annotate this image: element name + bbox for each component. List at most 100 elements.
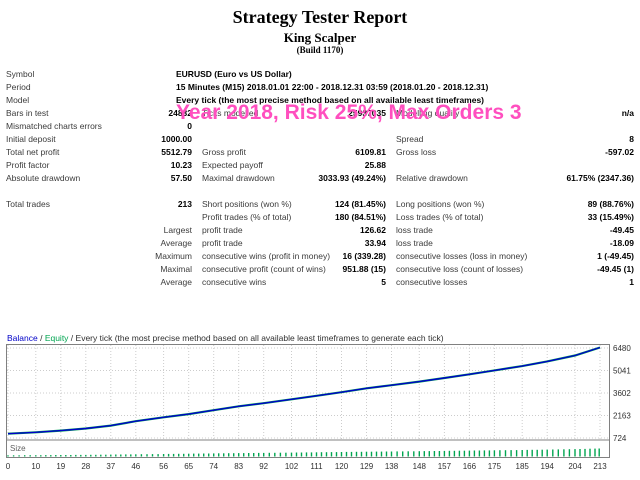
size-bar xyxy=(18,455,20,457)
size-bar xyxy=(65,455,67,457)
size-bar xyxy=(443,450,446,457)
balance-chart-svg: 6480 5041 3602 2163 724 0 10 19 28 37 46 56 65 74 83 92… xyxy=(6,344,631,471)
size-bar xyxy=(125,454,127,457)
report-row: Maximum consecutive wins (profit in money… xyxy=(6,250,634,263)
report-label: consecutive wins xyxy=(202,277,267,287)
x-axis-label: 19 xyxy=(56,462,65,471)
report-row: Initial deposit 1000.00 Spread 8 xyxy=(6,133,634,146)
report-value: 126.62 xyxy=(360,225,386,235)
y-axis-label: 5041 xyxy=(613,367,631,376)
report-label: loss trade xyxy=(396,225,433,235)
report-value: 57.50 xyxy=(170,173,192,183)
plot-border xyxy=(6,344,610,441)
x-axis-label: 102 xyxy=(285,462,299,471)
size-bar xyxy=(183,453,185,457)
size-bar xyxy=(258,452,260,457)
size-bar xyxy=(473,450,476,457)
report-label: Absolute drawdown xyxy=(6,173,81,183)
size-bar xyxy=(468,450,471,457)
report-value: -597.02 xyxy=(605,147,635,157)
size-bar xyxy=(402,451,404,457)
x-axis-label: 157 xyxy=(438,462,452,471)
report-label: Largest xyxy=(163,225,192,235)
size-bar xyxy=(423,451,425,457)
size-bar xyxy=(95,454,97,457)
report-value: 6109.81 xyxy=(355,147,386,157)
size-bar xyxy=(552,449,554,457)
size-bar xyxy=(448,450,451,457)
size-bar xyxy=(188,453,190,457)
size-bar xyxy=(120,454,122,457)
size-bar xyxy=(253,453,255,457)
report-value: 951.88 (15) xyxy=(342,264,386,274)
size-bar xyxy=(390,451,393,457)
size-bar xyxy=(350,451,353,457)
report-row: Profit factor 10.23 Expected payoff 25.88 xyxy=(6,159,634,172)
y-axis-label: 2163 xyxy=(613,412,631,421)
size-bar xyxy=(274,452,276,457)
size-bar xyxy=(375,451,378,457)
report-label xyxy=(6,211,146,224)
x-axis-label: 204 xyxy=(568,462,582,471)
report-value: 10.23 xyxy=(170,160,192,170)
report-value: 33.94 xyxy=(364,238,386,248)
size-bar xyxy=(531,449,533,457)
x-axis-label: 111 xyxy=(310,462,323,471)
size-bar xyxy=(413,451,415,457)
report-value: -49.45 (1) xyxy=(597,264,635,274)
size-bar xyxy=(162,454,165,457)
report-label: profit trade xyxy=(202,238,243,248)
size-bar xyxy=(504,450,507,457)
size-bar xyxy=(340,452,343,457)
balance-line xyxy=(7,346,601,435)
x-axis-label: 194 xyxy=(541,462,555,471)
size-bar xyxy=(55,455,57,457)
report-row: Model Every tick (the most precise method… xyxy=(6,94,634,107)
legend-balance: Balance xyxy=(7,333,38,343)
size-bar xyxy=(320,452,323,457)
legend-separator: / xyxy=(68,333,76,343)
y-axis-label: 724 xyxy=(613,434,627,443)
report-label: Symbol xyxy=(6,69,35,79)
report-label: Gross loss xyxy=(396,147,437,157)
report-value: 33 (15.49%) xyxy=(587,212,635,222)
size-bar xyxy=(178,453,180,457)
report-value xyxy=(559,159,634,172)
size-bar xyxy=(285,452,287,457)
x-axis-label: 46 xyxy=(131,462,140,471)
size-bar xyxy=(233,453,235,457)
report-value: 180 (84.51%) xyxy=(334,212,386,222)
size-bar xyxy=(198,453,200,457)
x-axis-label: 28 xyxy=(81,462,90,471)
report-value: 24832 xyxy=(168,108,192,118)
legend-model-note: Every tick (the most precise method base… xyxy=(75,333,444,343)
report-label: loss trade xyxy=(396,238,433,248)
x-axis-label: 92 xyxy=(259,462,268,471)
report-label: Maximum xyxy=(155,251,192,261)
size-bar xyxy=(213,453,215,457)
chart-legend: Balance / Equity / Every tick (the most … xyxy=(0,332,640,344)
report-label: consecutive wins (profit in money) xyxy=(202,251,331,261)
size-bar xyxy=(315,452,318,457)
size-bar xyxy=(579,449,581,457)
report-label: consecutive losses (loss in money) xyxy=(396,251,528,261)
report-label: Bars in test xyxy=(6,108,49,118)
size-bar xyxy=(365,451,368,457)
size-bar xyxy=(458,450,461,457)
size-bar xyxy=(100,454,102,457)
size-bar xyxy=(238,453,240,457)
report-label: Short positions (won %) xyxy=(202,199,292,209)
x-axis-label: 148 xyxy=(413,462,427,471)
size-bar xyxy=(521,450,523,457)
report-label: Relative drawdown xyxy=(396,173,468,183)
size-bar xyxy=(115,454,117,457)
size-bar xyxy=(396,451,398,457)
report-label: Maximal xyxy=(160,264,192,274)
report-row: Absolute drawdown 57.50 Maximal drawdown 30… xyxy=(6,172,634,185)
size-bar xyxy=(279,452,282,457)
report-value: 25.88 xyxy=(364,160,386,170)
size-bar xyxy=(228,453,230,457)
size-bar xyxy=(335,452,338,457)
size-bar xyxy=(130,454,132,457)
